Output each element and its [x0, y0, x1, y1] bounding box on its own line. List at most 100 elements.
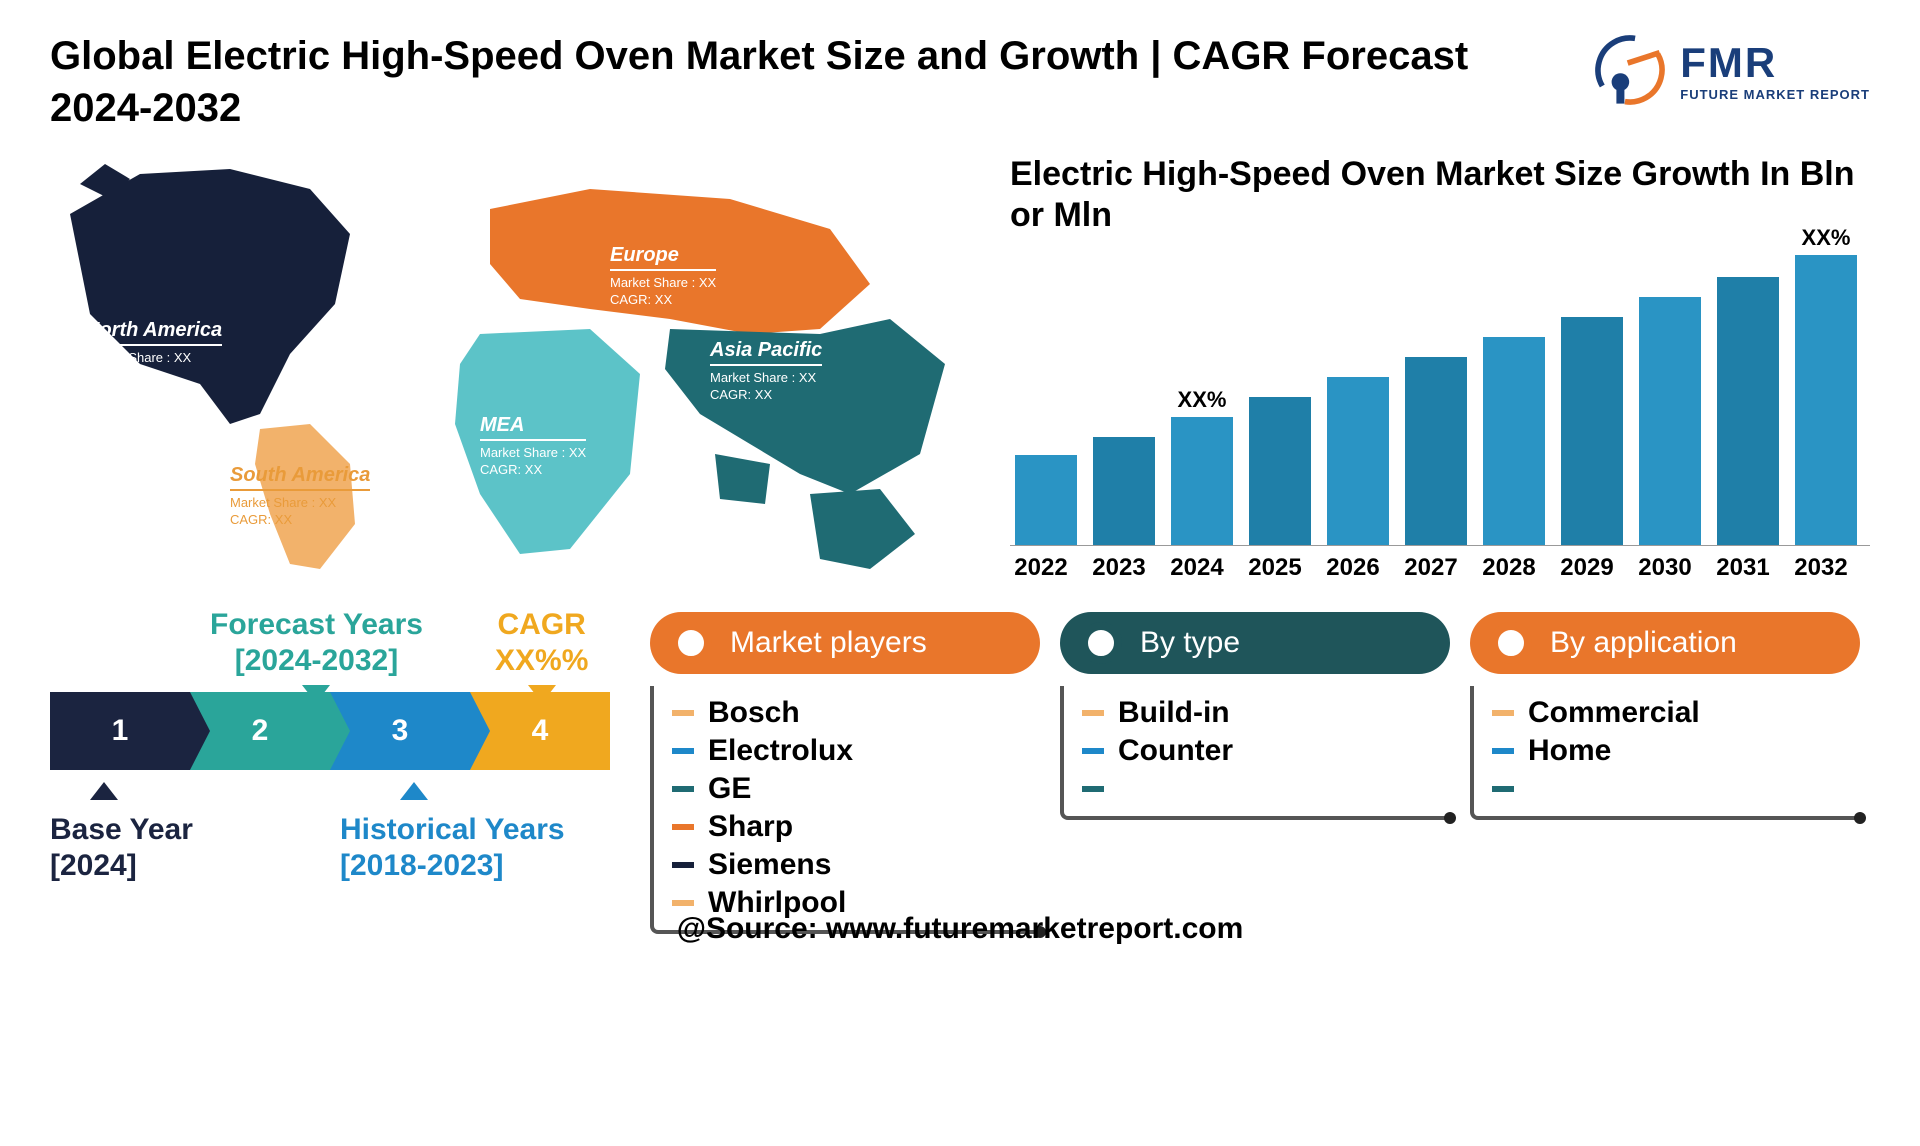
category-header: By type [1060, 612, 1450, 674]
list-item: Sharp [672, 808, 1040, 846]
list-item: Bosch [672, 694, 1040, 732]
chart-bars: XX% XX% [1010, 246, 1870, 546]
region-share: Market Share : XX [85, 350, 222, 367]
item-text: Home [1528, 734, 1611, 768]
fmr-logo: FMR FUTURE MARKET REPORT [1590, 30, 1870, 110]
region-ap: Asia PacificMarket Share : XXCAGR: XX [710, 339, 822, 404]
region-eu: EuropeMarket Share : XXCAGR: XX [610, 244, 716, 309]
hist-range-text: [2018-2023] [340, 848, 565, 884]
category-list: BoschElectroluxGESharpSiemensWhirlpool [650, 686, 1040, 934]
list-item: GE [672, 770, 1040, 808]
tick-icon [1492, 748, 1514, 754]
region-name: Asia Pacific [710, 339, 822, 366]
base-label-text: Base Year [50, 812, 193, 848]
region-cagr: CAGR: XX [610, 292, 716, 309]
tick-icon [672, 710, 694, 716]
category-list: Commercial Home [1470, 686, 1860, 820]
list-item: Siemens [672, 846, 1040, 884]
cagr-label-text: CAGR [495, 607, 588, 643]
chart-title: Electric High-Speed Oven Market Size Gro… [1010, 154, 1870, 236]
category-header: Market players [650, 612, 1040, 674]
bar-2022 [1015, 455, 1077, 545]
bar-2031 [1717, 277, 1779, 545]
item-text: Bosch [708, 696, 800, 730]
bar-2030 [1639, 297, 1701, 545]
region-sa: South America Market Share : XXCAGR: XX [230, 464, 370, 529]
title-line-2: 2024-2032 [50, 86, 241, 130]
bar-annotation: XX% [1802, 225, 1851, 251]
bar-rect [1639, 297, 1701, 545]
region-cagr: CAGR: XX [230, 512, 370, 529]
base-range-text: [2024] [50, 848, 193, 884]
triangle-down-icon [400, 782, 428, 800]
bar-2032: XX% [1795, 255, 1857, 545]
bar-2028 [1483, 337, 1545, 545]
bar-rect [1795, 255, 1857, 545]
tick-icon [1082, 786, 1104, 792]
list-item: Commercial [1492, 694, 1860, 732]
category-0: Market players BoschElectroluxGE SharpSiem… [650, 612, 1040, 934]
category-1: By type Build-inCounter [1060, 612, 1450, 934]
x-label: 2027 [1400, 554, 1462, 582]
region-share: Market Share : XX [230, 495, 370, 512]
region-name: South America [230, 464, 370, 491]
category-header: By application [1470, 612, 1860, 674]
title-line-1: Global Electric High-Speed Oven Market S… [50, 34, 1468, 78]
item-text: Counter [1118, 734, 1233, 768]
item-text [1118, 772, 1135, 806]
bar-2027 [1405, 357, 1467, 545]
page-title: Global Electric High-Speed Oven Market S… [50, 30, 1468, 134]
region-name: North America [85, 319, 222, 346]
tick-icon [672, 862, 694, 868]
x-label: 2025 [1244, 554, 1306, 582]
bar-2026 [1327, 377, 1389, 545]
bar-rect [1327, 377, 1389, 545]
region-cagr: CAGR: XX [480, 462, 586, 479]
historical-years-label: Historical Years [2018-2023] [340, 812, 565, 884]
region-share: Market Share : XX [480, 445, 586, 462]
tick-icon [1492, 786, 1514, 792]
bar-rect [1405, 357, 1467, 545]
tick-icon [672, 900, 694, 906]
growth-chart: Electric High-Speed Oven Market Size Gro… [1010, 154, 1870, 582]
tick-icon [672, 786, 694, 792]
bar-rect [1717, 277, 1779, 545]
tick-icon [1082, 748, 1104, 754]
bar-rect [1171, 417, 1233, 545]
forecast-range-text: [2024-2032] [210, 643, 423, 679]
x-label: 2031 [1712, 554, 1774, 582]
timeline-segment-4: 4 [470, 692, 610, 770]
tick-icon [672, 824, 694, 830]
x-label: 2023 [1088, 554, 1150, 582]
timeline-segment-2: 2 [190, 692, 330, 770]
list-item: Counter [1082, 732, 1450, 770]
list-item [1492, 770, 1860, 808]
bar-2024: XX% [1171, 417, 1233, 545]
item-text: Sharp [708, 810, 793, 844]
region-na: North AmericaMarket Share : XXCAGR: XX [85, 319, 222, 384]
list-item: Build-in [1082, 694, 1450, 732]
category-list: Build-inCounter [1060, 686, 1450, 820]
item-text: Commercial [1528, 696, 1700, 730]
category-columns: Market players BoschElectroluxGE SharpSiem… [650, 612, 1870, 934]
forecast-label-text: Forecast Years [210, 607, 423, 643]
forecast-years-label: Forecast Years [2024-2032] [210, 607, 423, 679]
tick-icon [1082, 710, 1104, 716]
bar-annotation: XX% [1178, 387, 1227, 413]
region-name: MEA [480, 414, 586, 441]
bar-2023 [1093, 437, 1155, 545]
tick-icon [1492, 710, 1514, 716]
region-cagr: CAGR: XX [710, 387, 822, 404]
item-text: GE [708, 772, 751, 806]
bar-rect [1483, 337, 1545, 545]
timeline-segment-1: 1 [50, 692, 190, 770]
logo-subtitle: FUTURE MARKET REPORT [1680, 87, 1870, 102]
hist-label-text: Historical Years [340, 812, 565, 848]
list-item: Electrolux [672, 732, 1040, 770]
timeline: Forecast Years [2024-2032] CAGR XX%% 123… [50, 612, 630, 934]
x-label: 2028 [1478, 554, 1540, 582]
list-item [1082, 770, 1450, 808]
cagr-value-text: XX%% [495, 643, 588, 679]
base-year-label: Base Year [2024] [50, 812, 193, 884]
region-mea: MEA Market Share : XXCAGR: XX [480, 414, 586, 479]
